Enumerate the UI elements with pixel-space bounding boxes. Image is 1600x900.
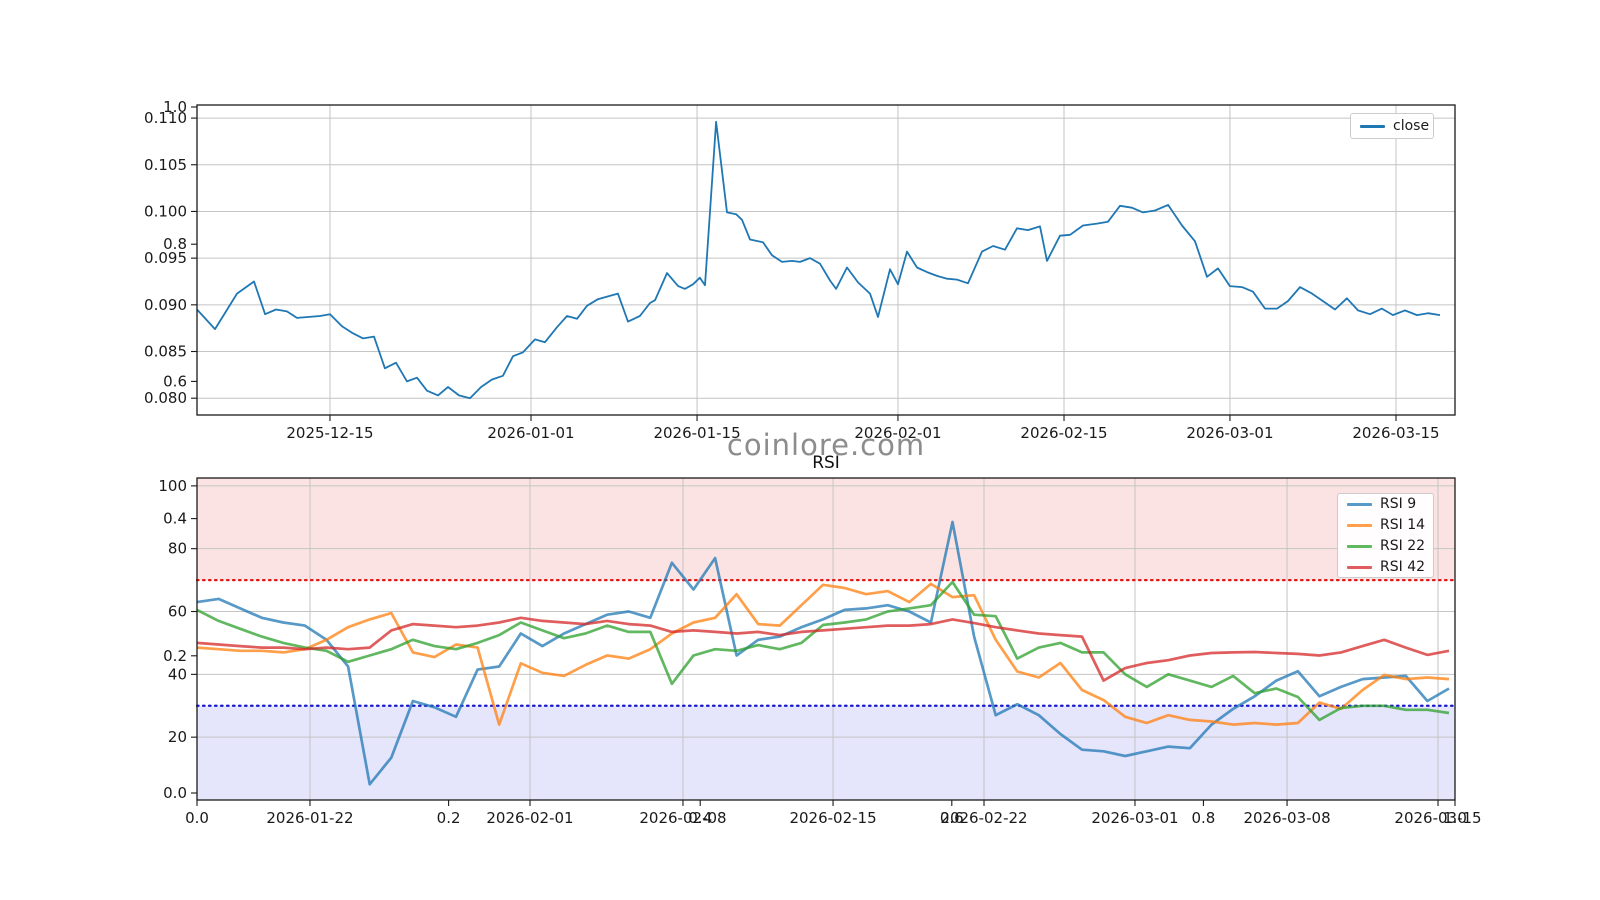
- legend-label: RSI 9: [1380, 496, 1417, 512]
- close-line: [196, 120, 1441, 400]
- overlay-xtick-label: 0.0: [185, 809, 209, 827]
- rsi-plot-border: [196, 477, 1456, 801]
- overlay-xtick-label: 0.8: [1191, 809, 1215, 827]
- price-xtick-label: 2026-01-01: [487, 424, 574, 442]
- overlay-ytick-label: 0.4: [163, 510, 187, 528]
- legend-item: RSI 14: [1347, 517, 1426, 533]
- rsi-ytick-label: 40: [168, 665, 187, 683]
- overlay-xtick-label: 1.0: [1443, 809, 1467, 827]
- rsi-panel-title: RSI: [812, 453, 840, 473]
- oversold-band: [197, 705, 1455, 800]
- overlay-xtick-label: 0.4: [688, 809, 712, 827]
- legend-label: RSI 14: [1380, 517, 1426, 533]
- legend-item: RSI 42: [1347, 559, 1426, 575]
- price-xtick-label: 2026-03-15: [1352, 424, 1439, 442]
- overbought-band: [197, 478, 1455, 581]
- overlay-ytick-label: 0.6: [163, 372, 187, 390]
- legend-label: close: [1393, 118, 1430, 134]
- legend-item: RSI 9: [1347, 496, 1423, 512]
- overlay-xtick-label: 0.2: [437, 809, 461, 827]
- rsi-xtick-label: 2026-02-01: [486, 809, 573, 827]
- price-ytick-label: 0.085: [144, 343, 187, 361]
- price-xtick-label: 2025-12-15: [286, 424, 373, 442]
- legend-label: RSI 42: [1380, 559, 1426, 575]
- price-xtick-label: 2026-02-01: [854, 424, 941, 442]
- rsi-42-line: [196, 616, 1450, 682]
- legend-line-sample: [1360, 124, 1385, 128]
- rsi-ytick-label: 60: [168, 603, 187, 621]
- legend-rsi: RSI 9 RSI 14 RSI 22 RSI 42: [1337, 493, 1434, 578]
- price-plot-border: [196, 104, 1456, 416]
- price-xtick-label: 2026-02-15: [1020, 424, 1107, 442]
- overlay-ytick-label: 0.0: [163, 784, 187, 802]
- overlay-ytick-label: 1.0: [163, 98, 187, 116]
- legend-close: close: [1350, 113, 1434, 139]
- price-ytick-label: 0.080: [144, 389, 187, 407]
- price-xtick-label: 2026-03-01: [1186, 424, 1273, 442]
- rsi-xtick-label: 2026-02-15: [789, 809, 876, 827]
- rsi-xtick-label: 2026-03-15: [1394, 809, 1481, 827]
- gridlines: [197, 478, 1455, 800]
- rsi-xtick-label: 2026-02-08: [639, 809, 726, 827]
- price-xtick-label: 2026-01-15: [653, 424, 740, 442]
- rsi-xtick-label: 2026-01-22: [266, 809, 353, 827]
- rsi-9-line: [196, 520, 1450, 786]
- legend-line-sample: [1347, 565, 1372, 569]
- legend-line-sample: [1347, 544, 1372, 548]
- price-ytick-label: 0.095: [144, 249, 187, 267]
- legend-label: RSI 22: [1380, 538, 1426, 554]
- price-ytick-label: 0.105: [144, 156, 187, 174]
- rsi-22-line: [196, 580, 1450, 722]
- rsi-ytick-label: 100: [158, 477, 187, 495]
- rsi-ytick-label: 80: [168, 540, 187, 558]
- price-ytick-label: 0.100: [144, 202, 187, 220]
- price-ytick-label: 0.090: [144, 296, 187, 314]
- rsi-xtick-label: 2026-03-01: [1091, 809, 1178, 827]
- rsi-xtick-label: 2026-02-22: [940, 809, 1027, 827]
- price-ytick-label: 0.110: [144, 109, 187, 127]
- legend-item: RSI 22: [1347, 538, 1426, 554]
- legend-line-sample: [1347, 502, 1372, 506]
- watermark: coinlore.com: [726, 428, 926, 462]
- overlay-xtick-label: 0.6: [940, 809, 964, 827]
- rsi-ytick-label: 20: [168, 728, 187, 746]
- rsi-14-line: [196, 582, 1450, 726]
- gridlines: [197, 105, 1455, 415]
- overlay-ytick-label: 0.2: [163, 647, 187, 665]
- rsi-xtick-label: 2026-03-08: [1243, 809, 1330, 827]
- legend-item: close: [1360, 118, 1429, 134]
- legend-line-sample: [1347, 523, 1372, 527]
- overlay-ytick-label: 0.8: [163, 235, 187, 253]
